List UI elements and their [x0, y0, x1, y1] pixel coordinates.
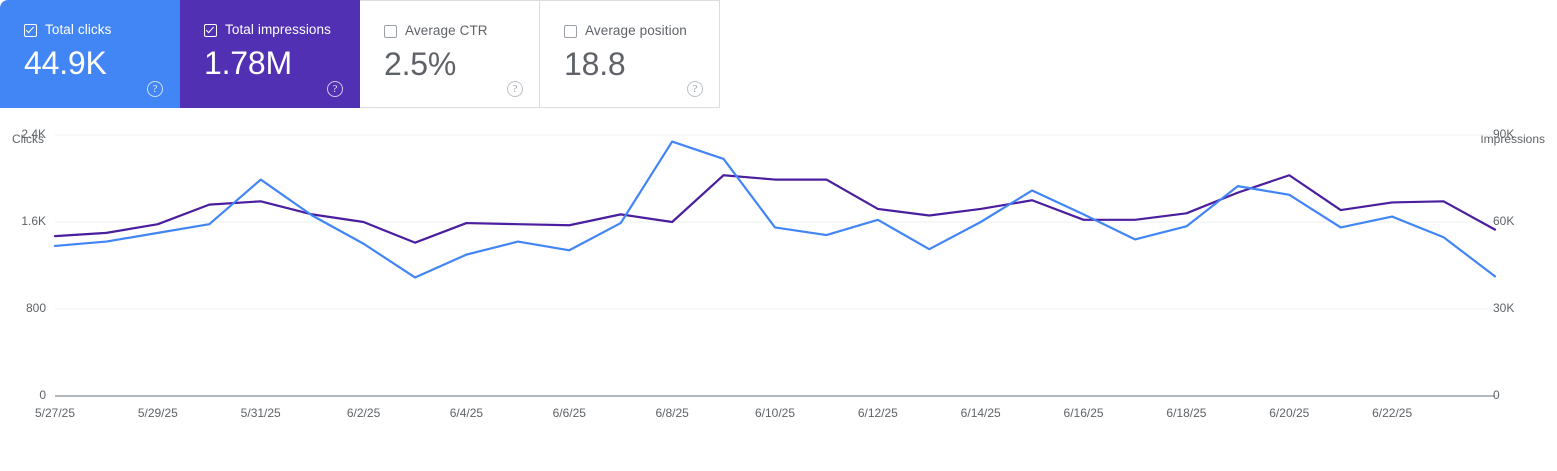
help-circle-icon-total-clicks[interactable]: ?: [147, 81, 163, 97]
metric-card-total-clicks[interactable]: Total clicks 44.9K ?: [0, 0, 180, 108]
metric-label-total-clicks: Total clicks: [45, 22, 112, 37]
x-axis-tick: 6/2/25: [346, 406, 381, 420]
x-axis-tick: 6/14/25: [960, 406, 1001, 420]
right-axis-tick: 90K: [1493, 127, 1515, 141]
metric-card-average-position[interactable]: Average position 18.8 ?: [540, 0, 720, 108]
metric-value-average-position: 18.8: [564, 46, 626, 82]
x-axis-tick: 5/31/25: [240, 406, 281, 420]
metric-value-average-ctr: 2.5%: [384, 46, 457, 82]
x-axis-tick: 6/8/25: [655, 406, 689, 420]
metric-label-total-impressions: Total impressions: [225, 22, 331, 37]
x-axis-tick: 6/16/25: [1063, 406, 1104, 420]
chart-plot-area: [53, 134, 1497, 397]
checkbox-total-clicks-icon[interactable]: [24, 23, 37, 37]
right-axis-tick: 60K: [1493, 214, 1515, 228]
x-axis-tick: 6/12/25: [857, 406, 898, 420]
help-circle-icon-total-impressions[interactable]: ?: [327, 81, 343, 97]
metric-card-average-ctr[interactable]: Average CTR 2.5% ?: [360, 0, 540, 108]
series-line-total-clicks: [53, 140, 1497, 279]
metric-header-average-ctr: Average CTR: [384, 23, 523, 39]
checkbox-average-ctr-icon[interactable]: [384, 24, 397, 38]
checkbox-total-impressions-icon[interactable]: [204, 23, 217, 37]
help-circle-icon-average-ctr[interactable]: ?: [507, 81, 523, 97]
metric-value-total-clicks: 44.9K: [24, 45, 107, 81]
series-line-total-impressions: [53, 174, 1497, 244]
metric-label-average-ctr: Average CTR: [405, 23, 488, 38]
x-axis-tick: 6/22/25: [1372, 406, 1413, 420]
left-axis-tick: 0: [39, 388, 46, 402]
left-axis-tick: 2.4K: [21, 127, 46, 141]
x-axis-tick: 6/6/25: [552, 406, 586, 420]
right-axis-tick: 30K: [1493, 301, 1515, 315]
right-axis-tick: 0: [1493, 388, 1500, 402]
checkbox-average-position-icon[interactable]: [564, 24, 577, 38]
x-axis-tick: 6/10/25: [754, 406, 796, 420]
right-axis-title: Impressions: [1480, 132, 1545, 146]
x-axis-tick: 5/27/25: [34, 406, 76, 420]
left-axis-title: Clicks: [12, 132, 44, 146]
metrics-row-spacer: [720, 0, 1557, 108]
performance-chart[interactable]: Clicks Impressions 0 800 1.6K 2.4K 0 30K 60K 9…: [0, 108, 1557, 471]
metric-value-total-impressions: 1.78M: [204, 45, 292, 81]
metric-header-total-impressions: Total impressions: [204, 22, 343, 38]
metric-header-average-position: Average position: [564, 23, 703, 39]
metric-card-total-impressions[interactable]: Total impressions 1.78M ?: [180, 0, 360, 108]
metric-header-total-clicks: Total clicks: [24, 22, 163, 38]
x-axis-tick: 5/29/25: [137, 406, 178, 420]
metrics-summary-row: Total clicks 44.9K ? Total impressions 1…: [0, 0, 1557, 108]
x-axis-tick: 6/4/25: [449, 406, 484, 420]
help-circle-icon-average-position[interactable]: ?: [687, 81, 703, 97]
x-axis-tick: 6/20/25: [1269, 406, 1310, 420]
metric-label-average-position: Average position: [585, 23, 687, 38]
left-axis-tick: 1.6K: [21, 214, 46, 228]
left-axis-tick: 800: [25, 301, 46, 315]
x-axis-tick: 6/18/25: [1166, 406, 1207, 420]
